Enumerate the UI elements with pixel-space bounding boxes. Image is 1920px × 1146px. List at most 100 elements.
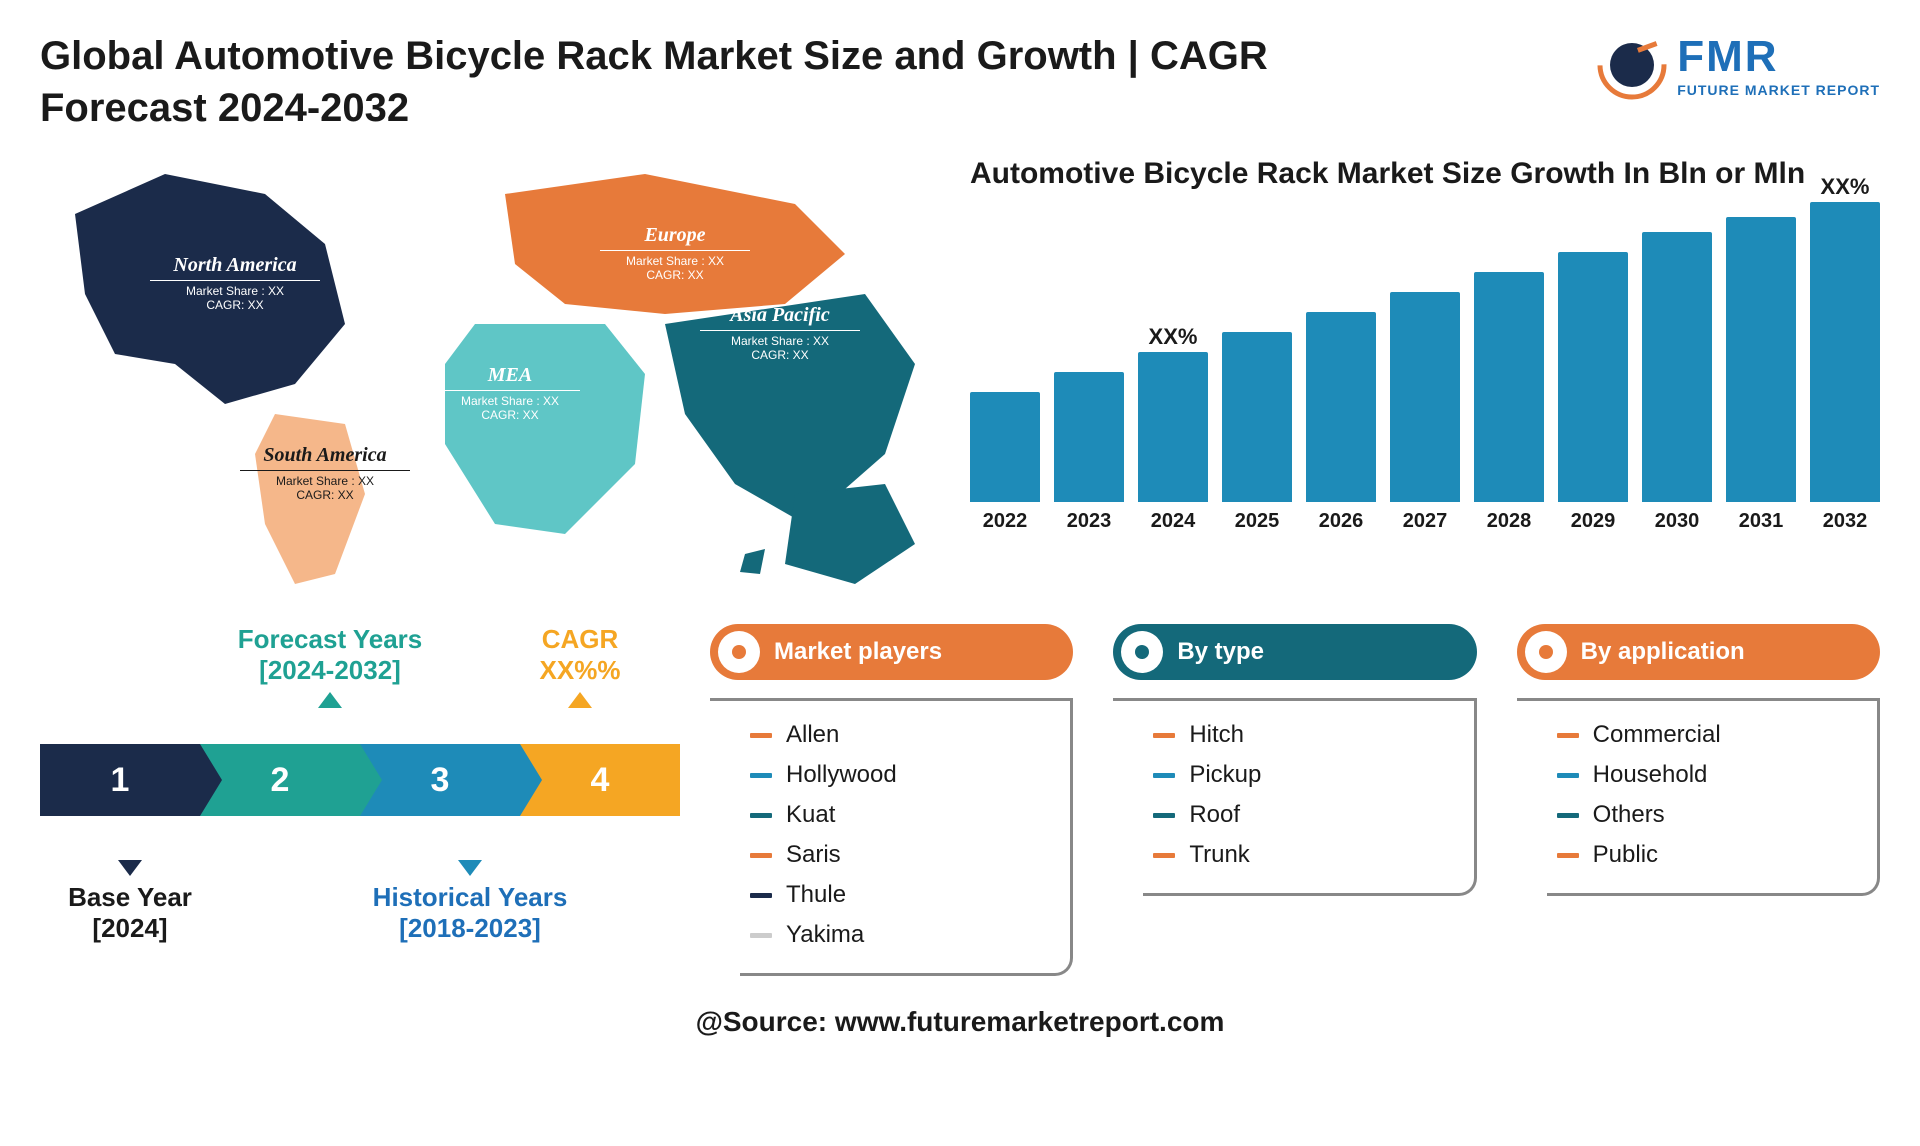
bar — [1054, 372, 1124, 502]
bar-column: XX%2032 — [1810, 202, 1880, 533]
bar — [1390, 292, 1460, 502]
dash-icon — [1153, 853, 1175, 858]
bar-column: 2029 — [1558, 252, 1628, 533]
category-item-label: Allen — [786, 721, 839, 749]
category-item-label: Hitch — [1189, 721, 1244, 749]
dash-icon — [1557, 853, 1579, 858]
bar-year-label: 2031 — [1739, 510, 1784, 533]
dash-icon — [750, 733, 772, 738]
category-item-label: Hollywood — [786, 761, 897, 789]
arrow-down-icon — [118, 860, 142, 876]
world-map: North America Market Share : XX CAGR: XX… — [40, 154, 950, 594]
bar-column: 2023 — [1054, 372, 1124, 533]
bar — [970, 392, 1040, 502]
bar-year-label: 2022 — [983, 510, 1028, 533]
category-item: Commercial — [1557, 715, 1857, 755]
timeline-segment: 4 — [520, 744, 680, 816]
map-region-label: MEA Market Share : XX CAGR: XX — [440, 364, 580, 422]
bar-top-label: XX% — [1821, 174, 1870, 200]
category-header: Market players — [710, 624, 1073, 680]
map-region-label: South America Market Share : XX CAGR: XX — [240, 444, 410, 502]
category-item: Others — [1557, 795, 1857, 835]
category-dot-icon — [1525, 631, 1567, 673]
bar-year-label: 2027 — [1403, 510, 1448, 533]
bar-year-label: 2029 — [1571, 510, 1616, 533]
region-name: Europe — [600, 224, 750, 247]
category-item: Thule — [750, 875, 1050, 915]
dash-icon — [750, 853, 772, 858]
dash-icon — [750, 893, 772, 898]
category-item-label: Yakima — [786, 921, 864, 949]
timeline: Forecast Years [2024-2032] CAGR XX%% 123… — [40, 624, 680, 944]
category-column: By typeHitchPickupRoofTrunk — [1113, 624, 1476, 976]
bar-column: 2030 — [1642, 232, 1712, 533]
bar — [1810, 202, 1880, 502]
category-column: By application Commercial Household Others P… — [1517, 624, 1880, 976]
region-name: South America — [240, 444, 410, 467]
region-share: Market Share : XX — [150, 284, 320, 298]
dash-icon — [750, 813, 772, 818]
region-name: Asia Pacific — [700, 304, 860, 327]
category-item-label: Saris — [786, 841, 841, 869]
forecast-label: Forecast Years [2024-2032] — [220, 624, 440, 714]
category-dot-icon — [1121, 631, 1163, 673]
bar-chart: Automotive Bicycle Rack Market Size Grow… — [970, 154, 1880, 594]
category-item-label: Others — [1593, 801, 1665, 829]
category-header: By application — [1517, 624, 1880, 680]
bar — [1138, 352, 1208, 502]
category-item: Hitch — [1153, 715, 1453, 755]
category-item-label: Thule — [786, 881, 846, 909]
category-item-label: Commercial — [1593, 721, 1721, 749]
dash-icon — [1153, 733, 1175, 738]
region-cagr: CAGR: XX — [440, 408, 580, 422]
region-share: Market Share : XX — [240, 474, 410, 488]
map-region-label: Asia Pacific Market Share : XX CAGR: XX — [700, 304, 860, 362]
arrow-up-icon — [568, 692, 592, 708]
bar-column: 2031 — [1726, 217, 1796, 533]
base-year-label: Base Year [2024] — [40, 854, 220, 944]
dash-icon — [1153, 773, 1175, 778]
category-item: Saris — [750, 835, 1050, 875]
region-name: North America — [150, 254, 320, 277]
bar-column: 2022 — [970, 392, 1040, 533]
category-item: Household — [1557, 755, 1857, 795]
arrow-down-icon — [458, 860, 482, 876]
category-item-label: Trunk — [1189, 841, 1249, 869]
dash-icon — [750, 933, 772, 938]
category-column: Market playersAllenHollywoodKuatSarisThu… — [710, 624, 1073, 976]
bar — [1474, 272, 1544, 502]
map-region-label: Europe Market Share : XX CAGR: XX — [600, 224, 750, 282]
arrow-up-icon — [318, 692, 342, 708]
category-list: Commercial Household Others Public — [1547, 698, 1880, 896]
bar — [1558, 252, 1628, 502]
category-item-label: Household — [1593, 761, 1708, 789]
bar-column: XX%2024 — [1138, 352, 1208, 533]
bar-year-label: 2030 — [1655, 510, 1700, 533]
region-cagr: CAGR: XX — [700, 348, 860, 362]
timeline-segment: 3 — [360, 744, 520, 816]
bar — [1642, 232, 1712, 502]
region-name: MEA — [440, 364, 580, 387]
chart-title: Automotive Bicycle Rack Market Size Grow… — [970, 154, 1880, 193]
logo-sub-text: FUTURE MARKET REPORT — [1677, 82, 1880, 98]
page-title: Global Automotive Bicycle Rack Market Si… — [40, 30, 1440, 134]
bar-year-label: 2028 — [1487, 510, 1532, 533]
bar-column: 2028 — [1474, 272, 1544, 533]
bar-year-label: 2025 — [1235, 510, 1280, 533]
region-cagr: CAGR: XX — [600, 268, 750, 282]
region-share: Market Share : XX — [600, 254, 750, 268]
bar-column: 2025 — [1222, 332, 1292, 533]
bar-top-label: XX% — [1149, 324, 1198, 350]
category-item-label: Public — [1593, 841, 1658, 869]
category-header-label: Market players — [774, 638, 942, 666]
category-item: Allen — [750, 715, 1050, 755]
bar-column: 2027 — [1390, 292, 1460, 533]
map-region-label: North America Market Share : XX CAGR: XX — [150, 254, 320, 312]
logo-icon — [1597, 30, 1667, 100]
cagr-label: CAGR XX%% — [510, 624, 650, 714]
category-item: Pickup — [1153, 755, 1453, 795]
category-item: Hollywood — [750, 755, 1050, 795]
bar-year-label: 2024 — [1151, 510, 1196, 533]
category-item: Public — [1557, 835, 1857, 875]
category-item-label: Roof — [1189, 801, 1240, 829]
